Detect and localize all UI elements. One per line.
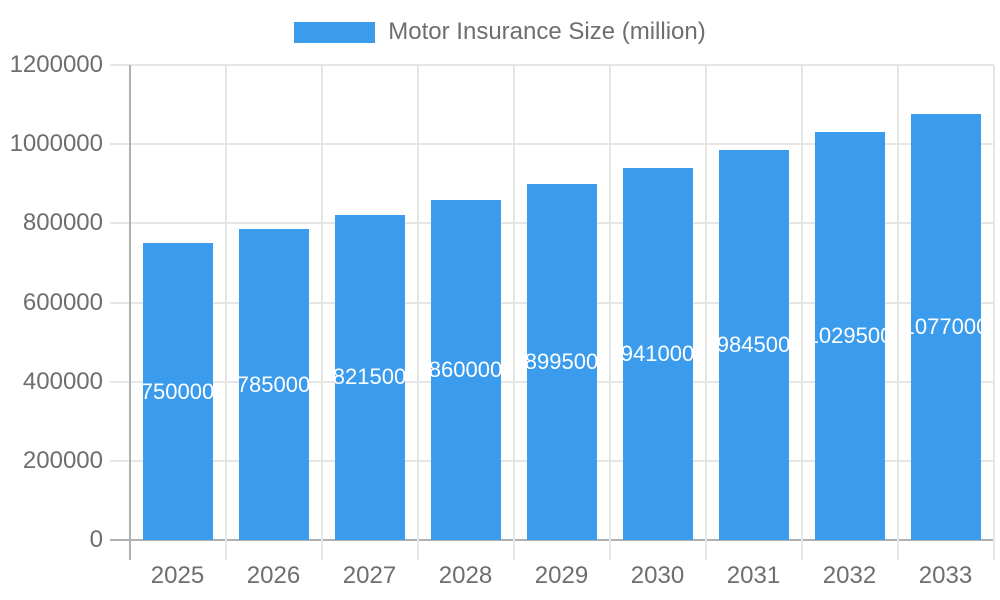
x-axis-tick-label: 2030 (630, 562, 685, 589)
y-axis-tick-label: 1200000 (9, 51, 103, 78)
y-axis-tick-label: 600000 (22, 288, 103, 316)
bar-value-label: 785000 (238, 371, 309, 397)
y-axis-tick-label: 800000 (22, 209, 103, 237)
x-axis-tick-label: 2027 (342, 562, 397, 589)
legend-label: Motor Insurance Size (million) (388, 18, 706, 45)
x-axis-tick-label: 2028 (438, 562, 493, 589)
y-axis-tick-label: 400000 (22, 367, 103, 395)
bar-value-label: 984500 (718, 332, 789, 358)
y-axis-tick-label: 1000000 (9, 130, 103, 158)
x-axis-tick-label: 2033 (918, 562, 973, 589)
x-axis-tick-label: 2025 (150, 562, 205, 589)
bar-2029[interactable]: 899500 (526, 183, 597, 540)
bar-value-label: 941000 (622, 340, 693, 366)
y-axis-tick-label: 200000 (22, 446, 103, 474)
bar-2028[interactable]: 860000 (430, 199, 501, 540)
bar-2030[interactable]: 941000 (622, 167, 693, 540)
x-gridline (320, 65, 323, 560)
x-gridline (224, 65, 227, 560)
bar-2025[interactable]: 750000 (142, 243, 213, 540)
x-axis-tick-label: 2026 (246, 562, 301, 589)
bar-value-label: 899500 (526, 348, 597, 374)
bar-value-label: 821500 (334, 364, 405, 390)
legend[interactable]: Motor Insurance Size (million) (0, 16, 1000, 48)
x-gridline (800, 65, 803, 560)
x-gridline (512, 65, 515, 560)
x-gridline (416, 65, 419, 560)
x-axis-tick-label: 2032 (822, 562, 877, 589)
legend-swatch (294, 21, 376, 43)
bar-2033[interactable]: 1077000 (910, 113, 981, 540)
y-gridline (109, 64, 994, 66)
bar-2031[interactable]: 984500 (718, 150, 789, 540)
bar-value-label: 1077000 (911, 313, 981, 339)
bar-2027[interactable]: 821500 (334, 214, 405, 540)
y-axis-tick-label: 0 (89, 526, 103, 553)
y-axis-line (128, 65, 131, 560)
x-axis-tick-label: 2029 (534, 562, 589, 589)
bar-value-label: 1029500 (815, 323, 885, 349)
bar-2026[interactable]: 785000 (238, 229, 309, 540)
x-axis-baseline (109, 539, 994, 541)
x-axis-tick-label: 2031 (726, 562, 781, 589)
x-gridline (992, 65, 995, 560)
bar-value-label: 750000 (142, 378, 213, 404)
bar-value-label: 860000 (430, 356, 501, 382)
x-gridline (704, 65, 707, 560)
x-gridline (896, 65, 899, 560)
y-gridline (109, 143, 994, 146)
bar-2032[interactable]: 1029500 (814, 132, 885, 540)
x-gridline (608, 65, 611, 560)
